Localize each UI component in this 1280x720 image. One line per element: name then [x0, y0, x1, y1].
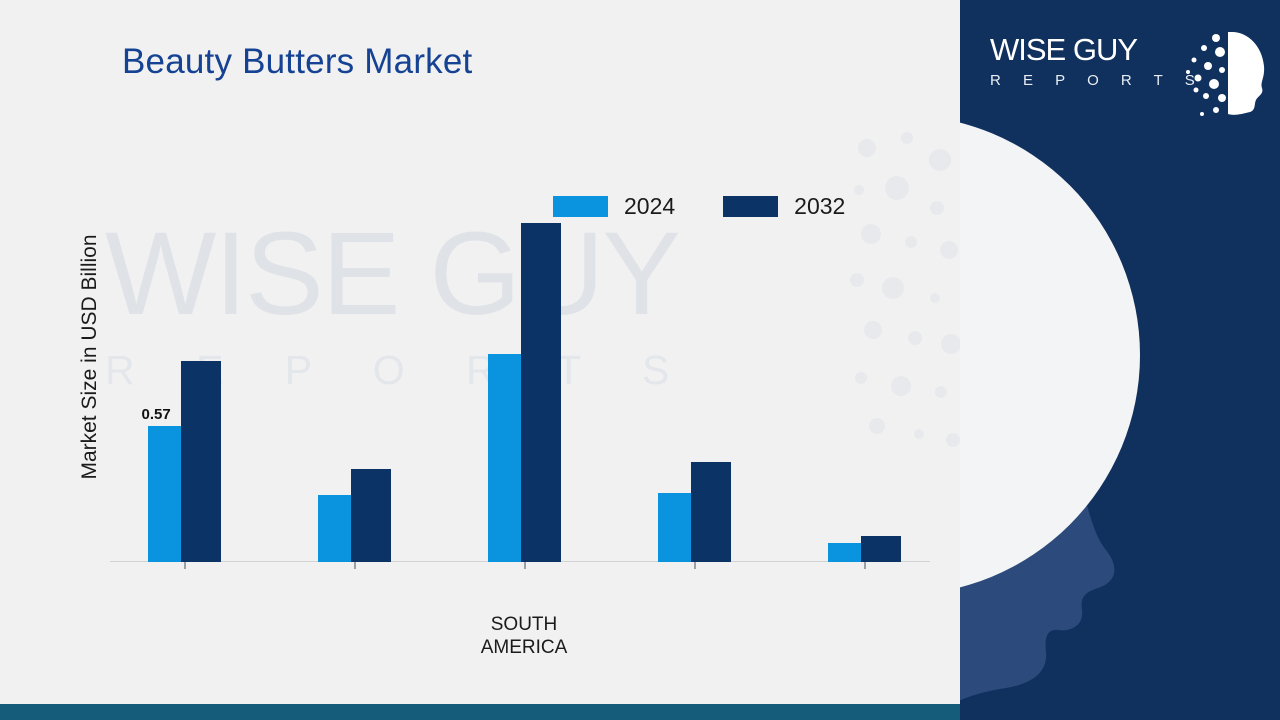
- x-axis-tick: [694, 562, 696, 569]
- bar-value-label: 0.57: [141, 405, 171, 423]
- bar-2032[interactable]: [520, 222, 561, 562]
- bar-group: EUROPE: [317, 468, 391, 569]
- bottom-accent-strip: [0, 704, 960, 720]
- chart-panel: WISE GUY R E P O R T S Beauty Butters Ma…: [0, 42, 960, 720]
- bar-2032[interactable]: [860, 535, 901, 562]
- bar-2024[interactable]: [147, 425, 181, 562]
- brand-circle-graphic: [960, 115, 1140, 595]
- x-axis-tick: [864, 562, 866, 569]
- y-axis-label: Market Size in USD Billion: [78, 234, 101, 480]
- legend-item-2032[interactable]: 2032: [723, 193, 845, 220]
- bar-2032[interactable]: [690, 461, 731, 562]
- x-axis-tick: [354, 562, 356, 569]
- x-axis-category-label: SOUTH AMERICA: [480, 613, 568, 658]
- bar-2032[interactable]: [350, 468, 391, 562]
- bar-2024[interactable]: [657, 492, 691, 562]
- legend-label-2024: 2024: [624, 193, 676, 219]
- bar-2032[interactable]: [180, 361, 221, 562]
- brand-circle-dots-icon: [960, 115, 1140, 595]
- x-axis-tick: [184, 562, 186, 569]
- brand-logo-sub-text: R E P O R T S: [990, 72, 1204, 89]
- plot-area: 0.57NORTH AMERICA EUROPE SOUTH AMERICA ASIA…: [110, 180, 930, 658]
- page-title: Beauty Butters Market: [122, 42, 473, 81]
- bar-group: 0.57NORTH AMERICA: [142, 361, 221, 569]
- brand-logo: WISE GUY R E P O R T S: [990, 32, 1265, 120]
- brand-logo-head-icon: [1186, 32, 1265, 116]
- x-axis-tick: [524, 562, 526, 569]
- chart-legend: 2024 2032: [553, 193, 845, 220]
- bar-group: MIDDLE EAST AND AFRICA: [827, 535, 901, 569]
- bar-2024[interactable]: [487, 354, 521, 562]
- brand-panel: WISE GUY R E P O R T S: [960, 0, 1280, 720]
- bar-2024[interactable]: [827, 542, 861, 562]
- legend-item-2024[interactable]: 2024: [553, 193, 675, 220]
- bar-group: SOUTH AMERICA: [481, 222, 567, 658]
- bar-2024[interactable]: [317, 495, 351, 562]
- legend-label-2032: 2032: [794, 193, 846, 219]
- legend-swatch-2032: [723, 196, 779, 217]
- brand-logo-main-text: WISE GUY: [990, 32, 1138, 67]
- watermark-dots-icon: [850, 132, 960, 447]
- legend-swatch-2024: [553, 196, 608, 217]
- bar-group: ASIA PACIFIC: [657, 461, 731, 569]
